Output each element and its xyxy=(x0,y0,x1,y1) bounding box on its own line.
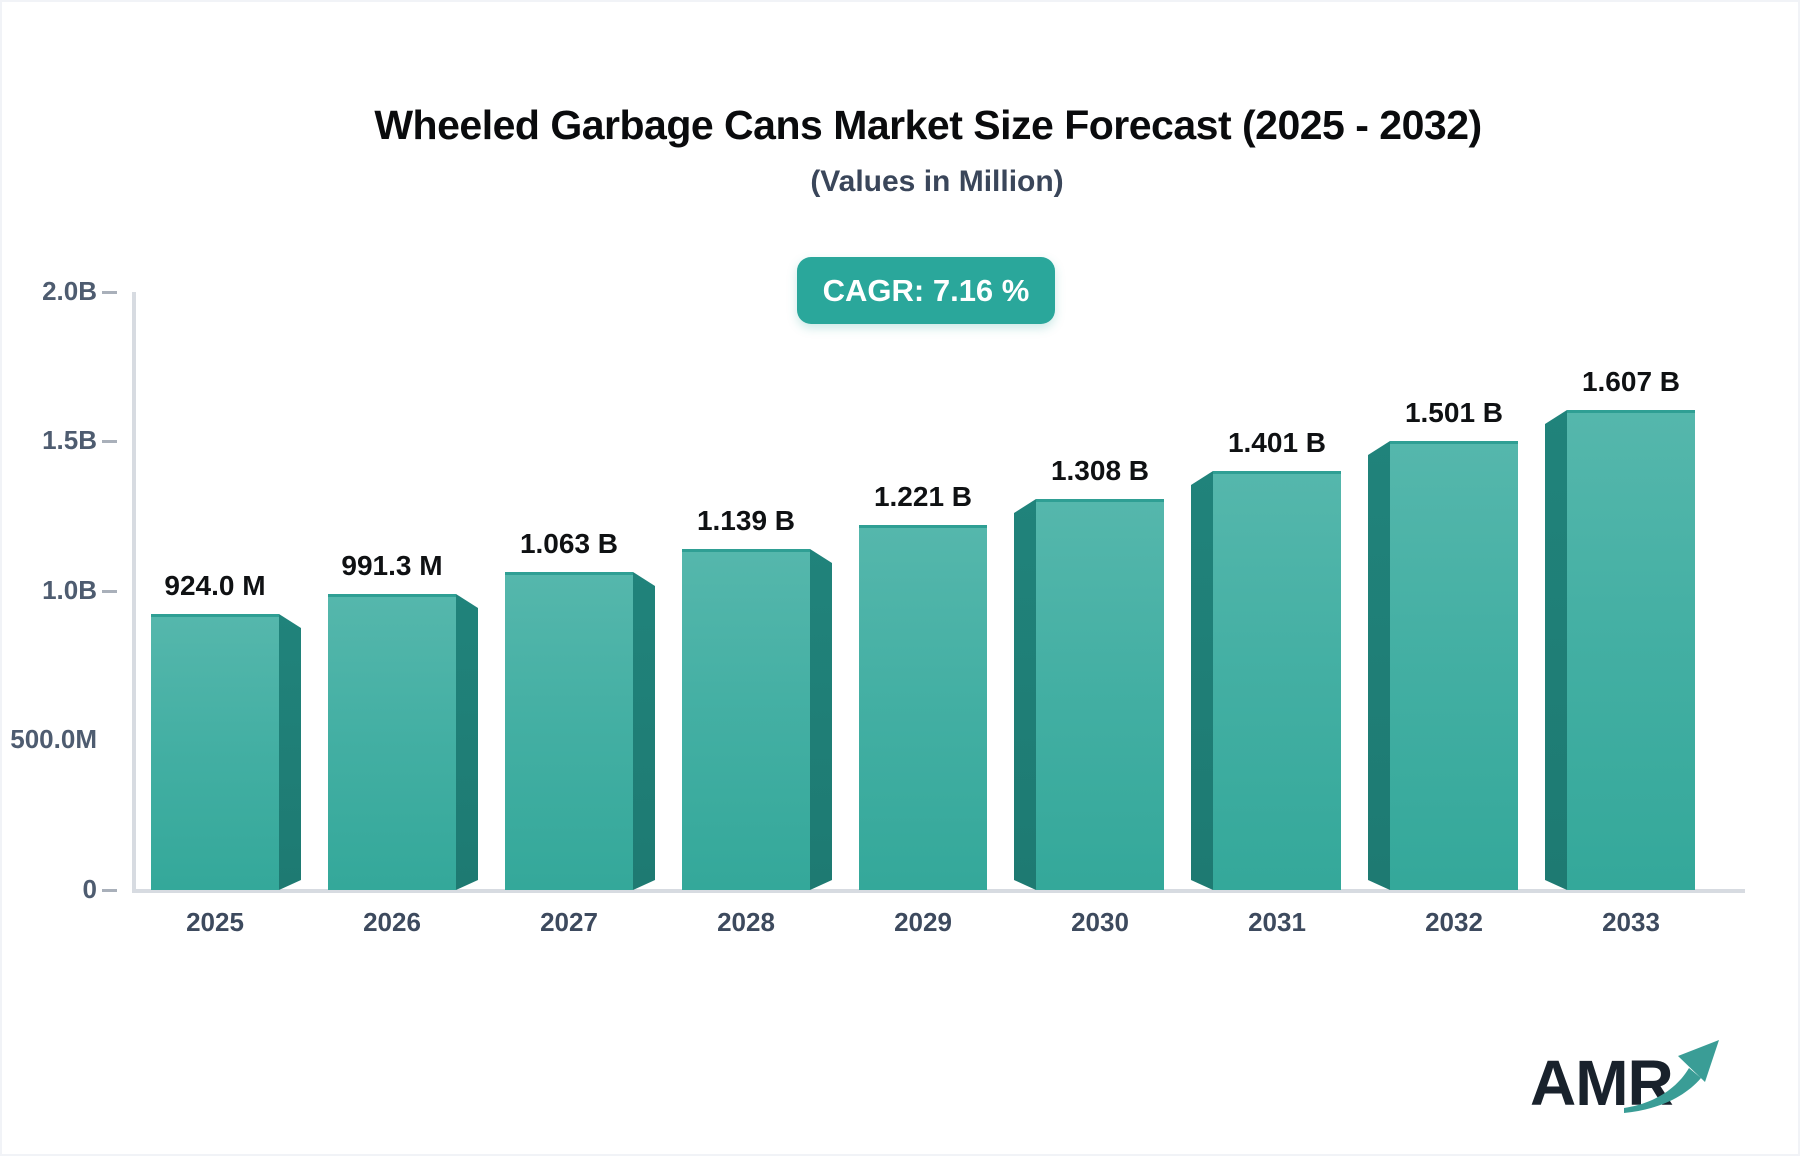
bar-face xyxy=(328,594,456,890)
logo-arrow-icon xyxy=(1624,1040,1719,1113)
bar-side-right xyxy=(456,594,478,890)
bar-value-label: 1.401 B xyxy=(1227,427,1327,458)
y-axis-line xyxy=(132,292,136,890)
bar-face xyxy=(505,572,633,890)
x-axis-label: 2032 xyxy=(1425,907,1483,937)
y-axis-tick xyxy=(102,291,117,294)
y-axis-label: 0 xyxy=(82,874,97,904)
bar-face xyxy=(151,614,279,890)
bar-group-2025[interactable] xyxy=(151,614,301,890)
bar-value-label: 1.501 B xyxy=(1404,397,1504,428)
bar-side-right xyxy=(633,572,655,890)
bar-value-label: 1.221 B xyxy=(873,481,973,512)
bar-side-left xyxy=(1014,499,1036,890)
bar-group-2033[interactable] xyxy=(1545,410,1695,890)
bar-face xyxy=(859,525,987,890)
bar-face xyxy=(1213,471,1341,890)
cagr-badge: CAGR: 7.16 % xyxy=(797,257,1055,324)
bar-face xyxy=(1567,410,1695,890)
x-axis-label: 2027 xyxy=(540,907,598,937)
bar-group-2031[interactable] xyxy=(1191,471,1341,890)
bar-group-2026[interactable] xyxy=(328,594,478,890)
bar-value-label: 924.0 M xyxy=(164,570,266,601)
bar-side-right xyxy=(279,614,301,890)
bar-side-left xyxy=(1191,471,1213,890)
bar-value-label: 1.063 B xyxy=(519,528,619,559)
bar-group-2028[interactable] xyxy=(682,549,832,890)
bar-face xyxy=(1390,441,1518,890)
y-axis-tick xyxy=(102,889,117,892)
bar-group-2030[interactable] xyxy=(1014,499,1164,890)
amr-logo: AMR xyxy=(1530,1038,1740,1128)
x-axis-label: 2026 xyxy=(363,907,421,937)
x-axis-label: 2025 xyxy=(186,907,244,937)
bar-group-2027[interactable] xyxy=(505,572,655,890)
x-axis-line xyxy=(132,889,1745,893)
y-axis-label: 1.0B xyxy=(42,575,97,605)
y-axis-tick xyxy=(102,440,117,443)
x-axis-label: 2030 xyxy=(1071,907,1129,937)
x-axis-label: 2033 xyxy=(1602,907,1660,937)
y-axis-tick xyxy=(102,590,117,593)
x-axis-label: 2031 xyxy=(1248,907,1306,937)
y-axis-label: 500.0M xyxy=(10,724,97,754)
bar-value-label: 991.3 M xyxy=(341,550,443,581)
x-axis-label: 2028 xyxy=(717,907,775,937)
bar-group-2029[interactable] xyxy=(859,525,987,890)
bar-value-label: 1.308 B xyxy=(1050,455,1150,486)
bar-side-right xyxy=(810,549,832,890)
bar-group-2032[interactable] xyxy=(1368,441,1518,890)
bar-face xyxy=(1036,499,1164,890)
bar-value-label: 1.139 B xyxy=(696,505,796,536)
bar-value-label: 1.607 B xyxy=(1581,366,1681,397)
page-subtitle: (Values in Million) xyxy=(810,165,1064,198)
bar-side-left xyxy=(1368,441,1390,890)
bar-side-left xyxy=(1545,410,1567,890)
y-axis-label: 2.0B xyxy=(42,276,97,306)
bar-face xyxy=(682,549,810,890)
y-axis-label: 1.5B xyxy=(42,425,97,455)
x-axis-label: 2029 xyxy=(894,907,952,937)
page-title: Wheeled Garbage Cans Market Size Forecas… xyxy=(374,102,1482,148)
